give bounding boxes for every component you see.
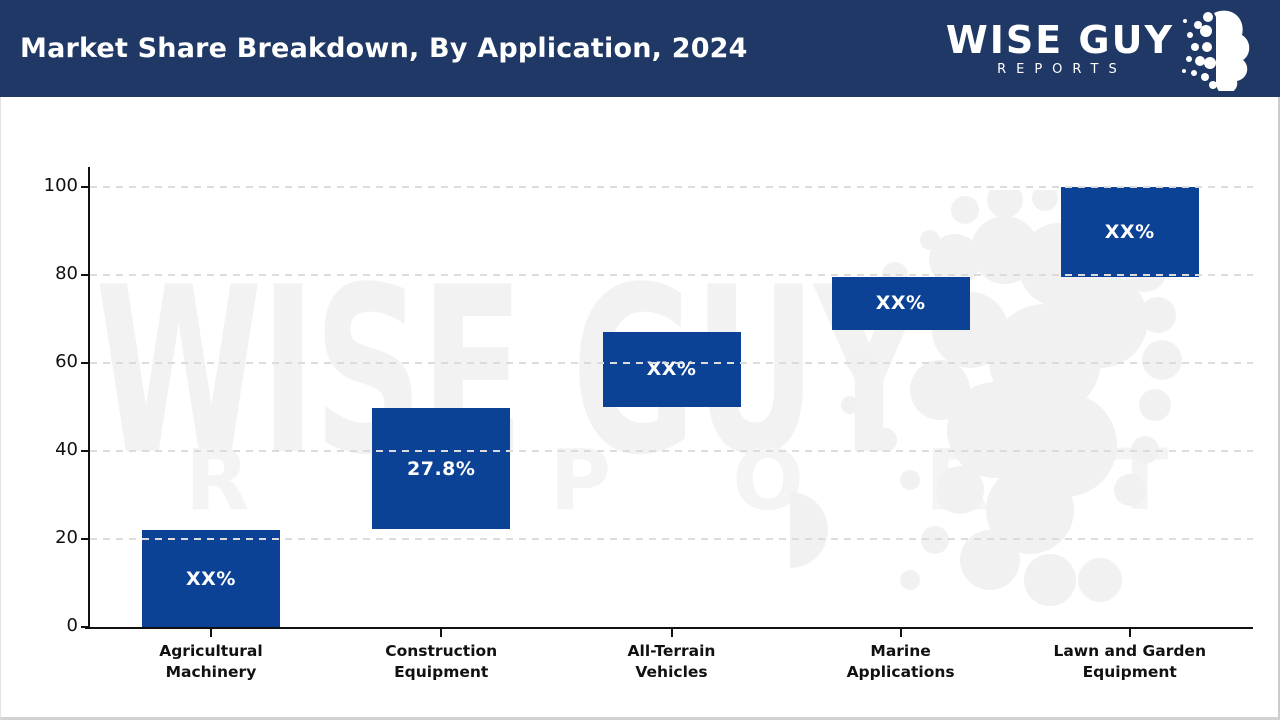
- brand-logo-text: WISE GUY REPORTS: [946, 21, 1174, 77]
- y-tick-40: [81, 449, 89, 452]
- gridline-y-80: [90, 273, 1253, 276]
- y-tick-80: [81, 273, 89, 276]
- x-tick-label-marine-applications: Marine Applications: [846, 642, 955, 681]
- x-tick-3: [670, 629, 673, 637]
- plot-area: XX% 27.8% XX% XX% XX%: [90, 168, 1253, 627]
- y-tick-20: [81, 537, 89, 540]
- gridline-y-40: [90, 449, 1253, 452]
- bar-value-label: XX%: [186, 567, 236, 590]
- x-tick-label-construction-equipment: Construction Equipment: [385, 642, 498, 681]
- bar-agricultural-machinery: XX%: [141, 530, 280, 627]
- x-tick-label-agricultural-machinery: Agricultural Machinery: [159, 642, 263, 681]
- gridline-y-20: [90, 537, 1253, 540]
- page-title: Market Share Breakdown, By Application, …: [20, 33, 748, 64]
- y-tick-0: [81, 626, 89, 628]
- bar-value-label: XX%: [1104, 220, 1155, 243]
- header: Market Share Breakdown, By Application, …: [0, 0, 1280, 97]
- y-axis-line: [88, 167, 90, 629]
- bar-all-terrain-vehicles: XX%: [602, 331, 741, 407]
- y-tick-100: [81, 185, 89, 188]
- bar-marine-applications: XX%: [831, 276, 970, 330]
- x-tick-2: [440, 629, 443, 637]
- bar-value-label: XX%: [875, 292, 926, 315]
- x-tick-5: [1128, 629, 1131, 637]
- x-tick-label-all-terrain-vehicles: All-Terrain Vehicles: [627, 642, 716, 681]
- y-tick-label-0: 0: [66, 615, 78, 636]
- y-tick-60: [81, 361, 89, 364]
- y-tick-label-40: 40: [55, 438, 78, 460]
- bar-construction-equipment: 27.8%: [372, 407, 511, 530]
- brand-logo: WISE GUY REPORTS: [946, 7, 1252, 91]
- y-tick-label-60: 60: [55, 350, 78, 372]
- brand-logo-reports: REPORTS: [997, 61, 1127, 77]
- x-axis-line: [85, 627, 1253, 629]
- gridline-y-60: [90, 361, 1253, 364]
- y-tick-label-20: 20: [55, 526, 78, 548]
- gridline-y-100: [90, 185, 1253, 188]
- bar-value-label: 27.8%: [407, 457, 476, 480]
- y-tick-label-100: 100: [43, 174, 78, 196]
- x-tick-label-lawn-and-garden-equipment: Lawn and Garden Equipment: [1053, 642, 1206, 681]
- y-tick-label-80: 80: [55, 262, 78, 284]
- bar-lawn-and-garden-equipment: XX%: [1060, 186, 1199, 277]
- brand-head-icon: [1182, 10, 1250, 91]
- brand-logo-wiseguy: WISE GUY: [945, 17, 1174, 62]
- x-tick-4: [899, 629, 902, 637]
- x-tick-1: [209, 629, 212, 637]
